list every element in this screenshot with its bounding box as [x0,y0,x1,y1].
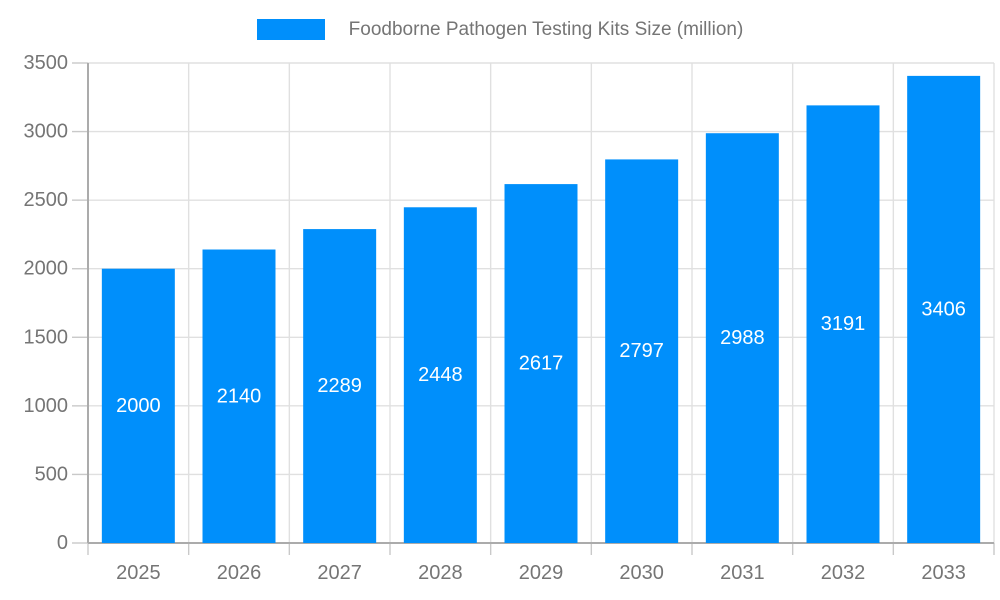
y-tick-label: 0 [57,532,68,554]
bar-value-label: 2797 [619,340,664,362]
x-tick-label: 2033 [921,562,966,584]
legend-swatch [256,18,325,40]
y-tick-label: 1000 [24,395,69,417]
y-tick-label: 2000 [24,258,69,280]
bar-2032[interactable] [806,105,880,544]
bar-2029[interactable] [504,184,578,543]
y-tick-label: 3000 [24,121,69,143]
x-tick-label: 2026 [217,562,262,584]
bar-value-label: 3191 [821,313,866,335]
x-tick-label: 2025 [116,562,161,584]
bar-2033[interactable] [907,75,981,544]
x-tick-label: 2027 [317,562,362,584]
x-tick-label: 2030 [619,562,664,584]
bar-value-label: 2000 [116,395,161,417]
bar-2030[interactable] [605,159,679,543]
bar-value-label: 2448 [418,364,463,386]
bar-2026[interactable] [202,249,276,543]
bar-2027[interactable] [303,229,377,543]
chart-legend[interactable]: Foodborne Pathogen Testing Kits Size (mi… [0,14,1000,44]
y-tick-label: 3500 [24,52,69,74]
y-tick-label: 1500 [24,326,69,348]
bar-2025[interactable] [101,268,175,543]
bar-value-label: 2140 [217,385,262,407]
y-tick-label: 500 [35,463,68,485]
x-tick-label: 2028 [418,562,463,584]
bar-2028[interactable] [403,207,477,543]
y-tick-label: 2500 [24,189,69,211]
legend-label: Foodborne Pathogen Testing Kits Size (mi… [348,18,744,40]
bar-value-label: 2988 [720,327,765,349]
bar-value-label: 2289 [317,375,362,397]
x-tick-label: 2032 [821,562,866,584]
x-tick-label: 2029 [519,562,564,584]
x-tick-label: 2031 [720,562,765,584]
bar-value-label: 2617 [519,353,564,375]
bar-2031[interactable] [705,133,779,543]
bar-value-label: 3406 [921,298,966,320]
